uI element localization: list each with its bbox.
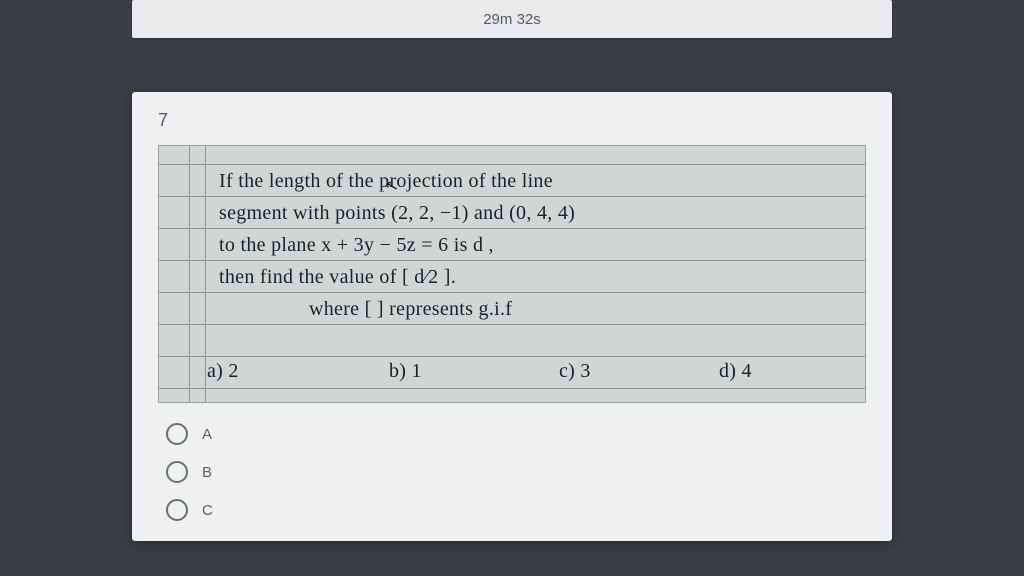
option-label: A xyxy=(202,426,212,443)
timer-text: 29m 32s xyxy=(483,11,541,28)
radio-icon[interactable] xyxy=(166,461,188,483)
inline-choice-c: c) 3 xyxy=(559,360,591,383)
inline-choice-d: d) 4 xyxy=(719,360,752,383)
option-label: C xyxy=(202,502,213,519)
inline-choice-a: a) 2 xyxy=(207,360,239,383)
radio-icon[interactable] xyxy=(166,423,188,445)
answer-options: A B C xyxy=(158,423,866,521)
question-number: 7 xyxy=(158,110,866,131)
question-card: 7 If the length of the projection of the… xyxy=(132,92,892,541)
question-text-line: If the length of the projection of the l… xyxy=(219,170,553,193)
radio-icon[interactable] xyxy=(166,499,188,521)
timer-bar: 29m 32s xyxy=(132,0,892,38)
question-text-line: then find the value of [ d⁄2 ]. xyxy=(219,266,456,289)
option-a[interactable]: A xyxy=(166,423,866,445)
question-image: If the length of the projection of the l… xyxy=(158,145,866,403)
question-text-line: where [ ] represents g.i.f xyxy=(309,298,512,321)
question-text-line: to the plane x + 3y − 5z = 6 is d , xyxy=(219,234,494,257)
inline-choice-b: b) 1 xyxy=(389,360,422,383)
option-c[interactable]: C xyxy=(166,499,866,521)
option-label: B xyxy=(202,464,212,481)
question-text-line: segment with points (2, 2, −1) and (0, 4… xyxy=(219,202,575,225)
option-b[interactable]: B xyxy=(166,461,866,483)
